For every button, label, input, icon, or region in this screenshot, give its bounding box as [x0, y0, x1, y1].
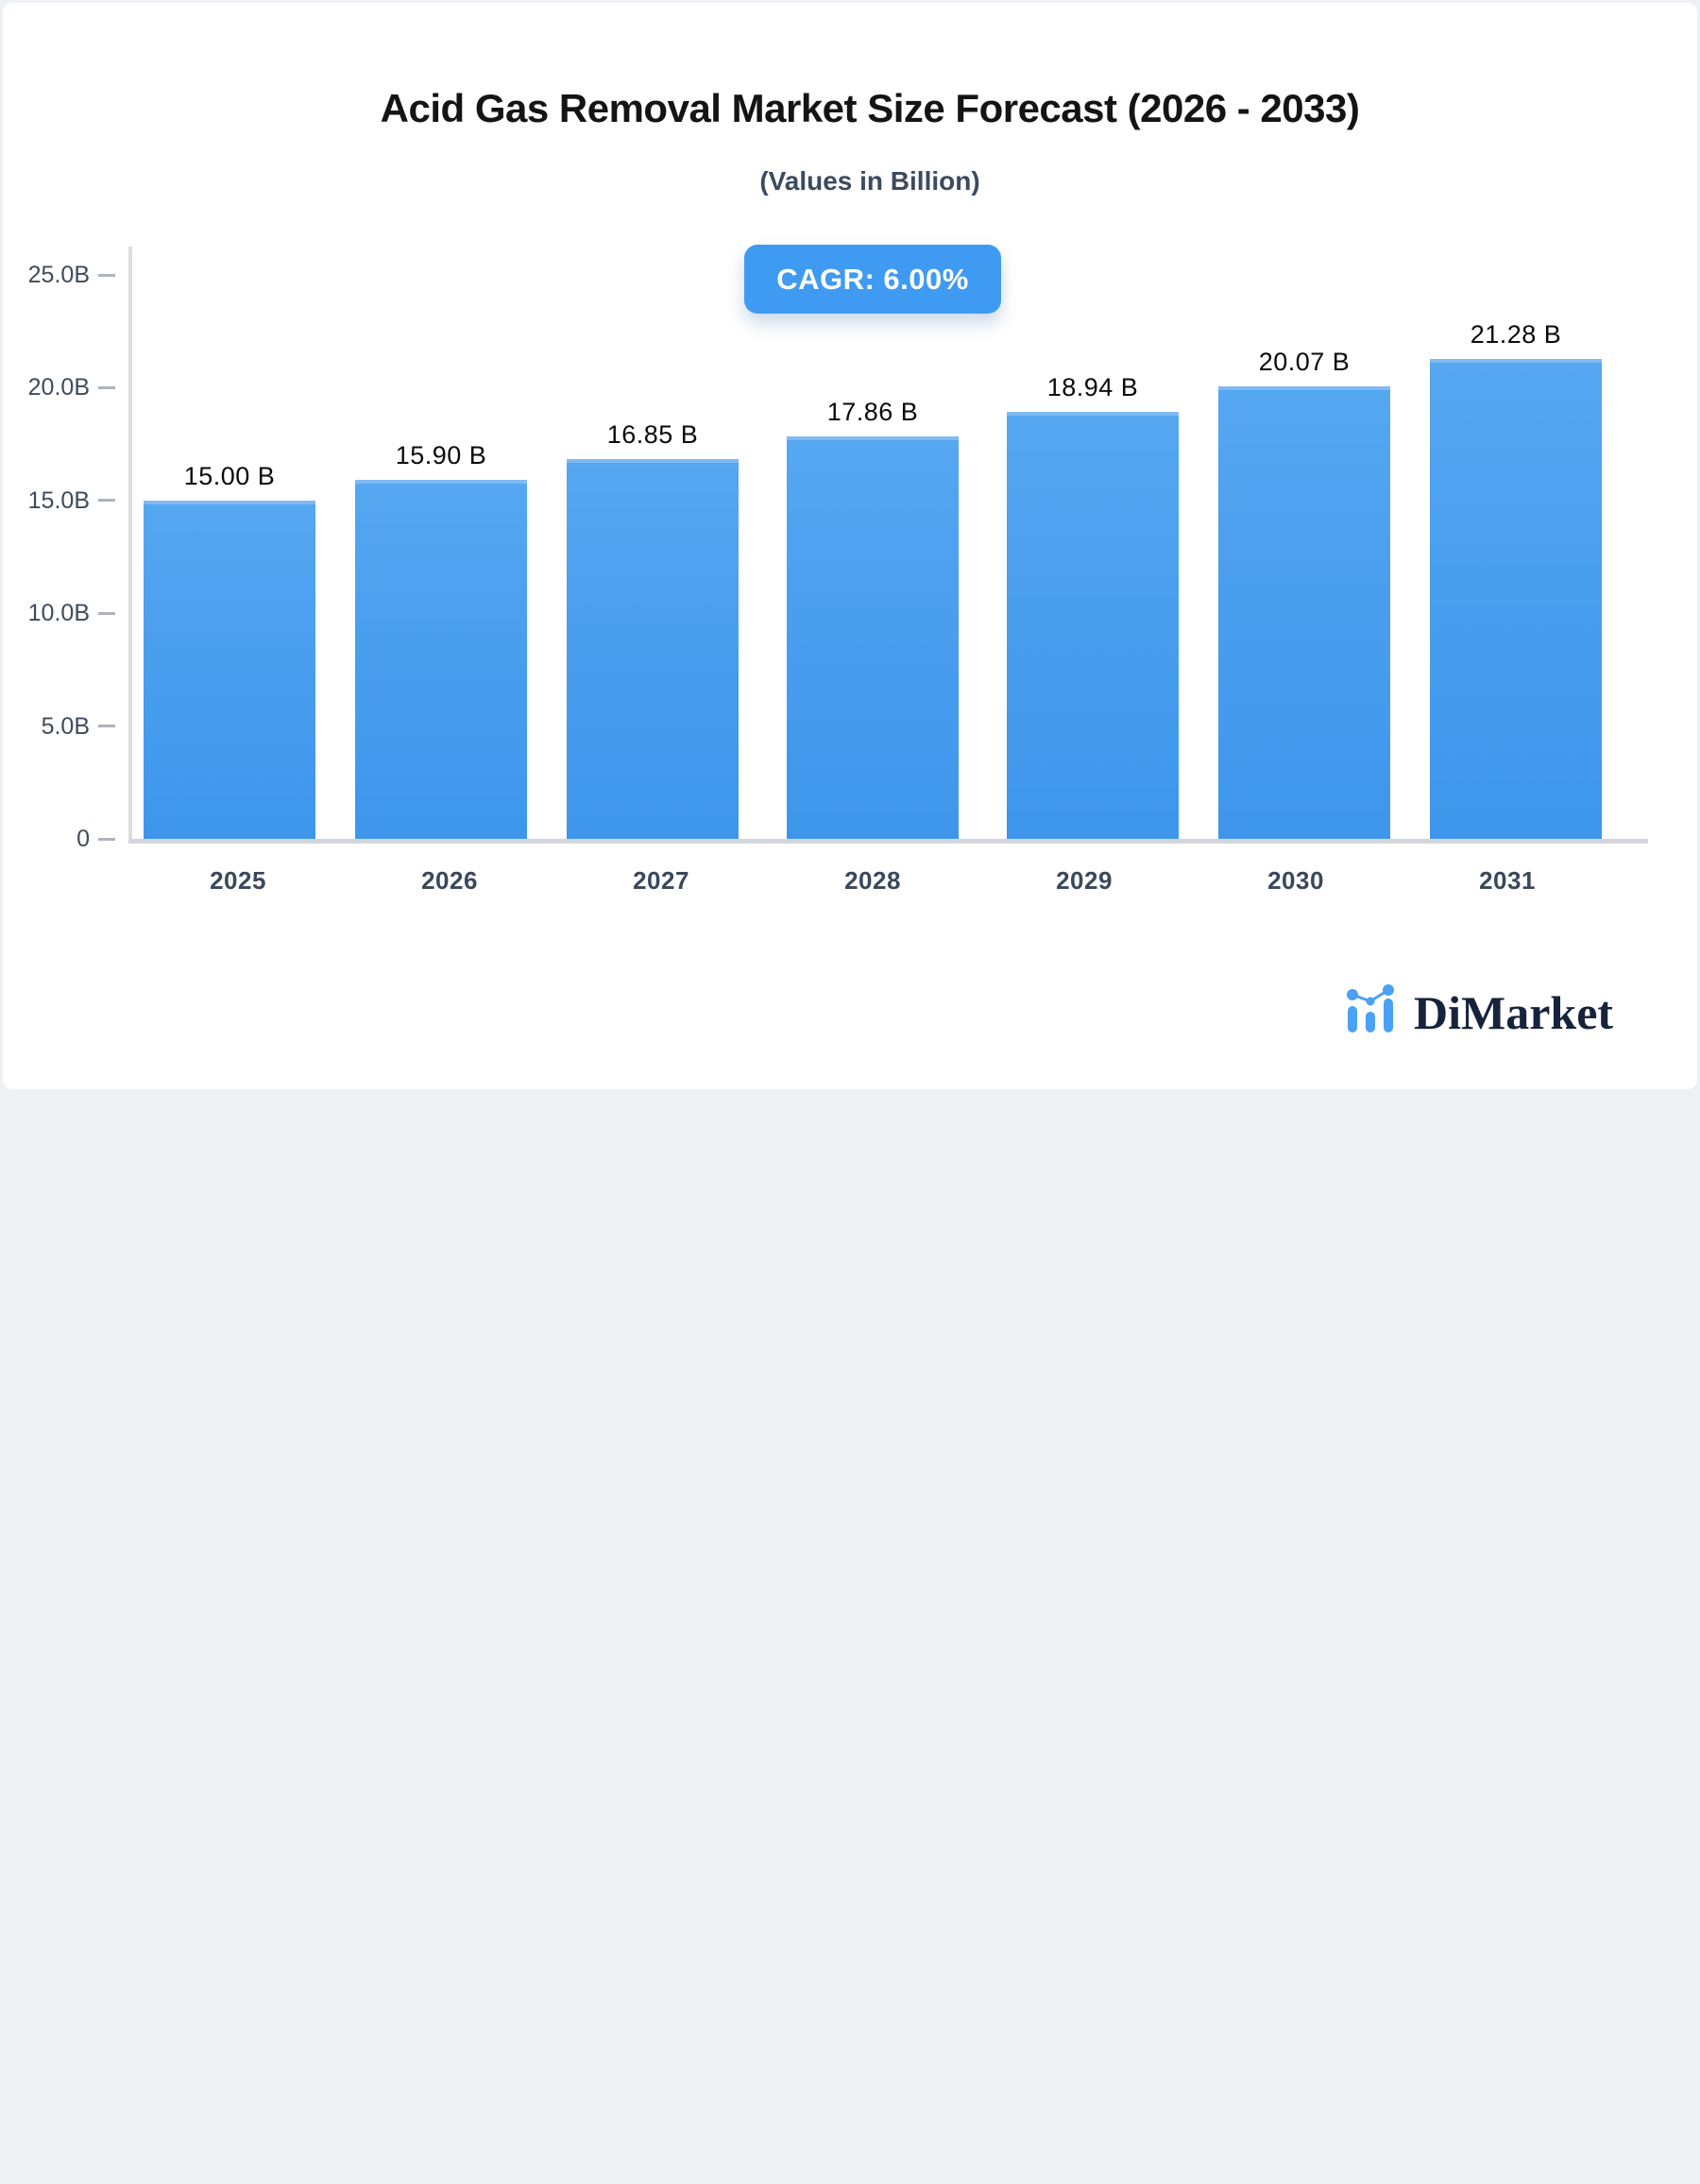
chart-title: Acid Gas Removal Market Size Forecast (2… — [380, 86, 1360, 130]
bar-2031 — [1430, 358, 1602, 839]
bar-2030 — [1218, 385, 1390, 839]
bar-side-2026 — [3, 341, 20, 700]
bar-2028 — [787, 435, 959, 839]
x-axis-line — [128, 839, 1648, 844]
x-axis-label-2028: 2028 — [844, 866, 901, 895]
dimarket-logo-text: DiMarket — [1414, 986, 1614, 1039]
mini-bar-chart-icon — [1346, 981, 1401, 1039]
bar-2025 — [144, 500, 315, 839]
x-axis-label-2031: 2031 — [1479, 866, 1536, 895]
y-axis-tick-label: 10.0B — [27, 600, 90, 627]
x-axis-label-2027: 2027 — [633, 866, 689, 895]
bar-value-label: 21.28 B — [1470, 319, 1562, 349]
y-axis-line — [128, 247, 132, 844]
bar-value-label: 15.00 B — [183, 461, 276, 490]
x-axis-label-2025: 2025 — [210, 866, 266, 895]
bar-side-2029 — [3, 1080, 20, 1507]
y-axis-tick-0 — [98, 837, 115, 841]
y-axis-tick-10.0B — [98, 611, 115, 615]
bar-2026 — [355, 480, 527, 839]
x-axis-label-2026: 2026 — [421, 866, 478, 895]
chart-card: Acid Gas Removal Market Size Forecast (2… — [3, 3, 1697, 1089]
cagr-badge-label: CAGR: 6.00% — [776, 262, 969, 296]
y-axis-tick-label: 25.0B — [27, 262, 90, 288]
bar-value-label: 15.90 B — [395, 441, 487, 470]
y-axis-tick-15.0B — [98, 499, 115, 503]
y-axis-tick-20.0B — [98, 385, 115, 389]
bar-side-2027 — [3, 700, 20, 1080]
chart-subtitle: (Values in Billion) — [759, 166, 980, 196]
y-axis-tick-label: 15.0B — [27, 486, 90, 514]
bar-chart-plot-area: 0 5.0B 10.0B 15.0B 20.0B 25.0B 15.00 B 2025 15.9… — [3, 3, 1700, 1095]
y-axis-tick-label: 5.0B — [41, 712, 90, 740]
x-axis-label-2029: 2029 — [1056, 866, 1113, 895]
x-axis-label-2030: 2030 — [1267, 866, 1324, 895]
y-axis-tick-25.0B — [98, 273, 115, 277]
bar-value-label: 16.85 B — [606, 419, 699, 449]
bar-2027 — [567, 458, 739, 839]
bar-side-2031 — [3, 1960, 20, 2184]
bar-value-label: 17.86 B — [826, 397, 919, 426]
dimarket-logo: DiMarket — [1346, 981, 1613, 1039]
cagr-badge: CAGR: 6.00% — [744, 245, 1001, 314]
bar-side-2030 — [3, 1508, 20, 1960]
bar-value-label: 18.94 B — [1046, 372, 1139, 401]
bar-2029 — [1007, 411, 1179, 839]
y-axis-tick-5.0B — [98, 725, 115, 728]
bar-value-label: 20.07 B — [1258, 347, 1351, 376]
y-axis-tick-label: 0 — [76, 826, 90, 852]
bar-side-2025 — [3, 3, 20, 341]
y-axis-tick-label: 20.0B — [27, 374, 90, 401]
